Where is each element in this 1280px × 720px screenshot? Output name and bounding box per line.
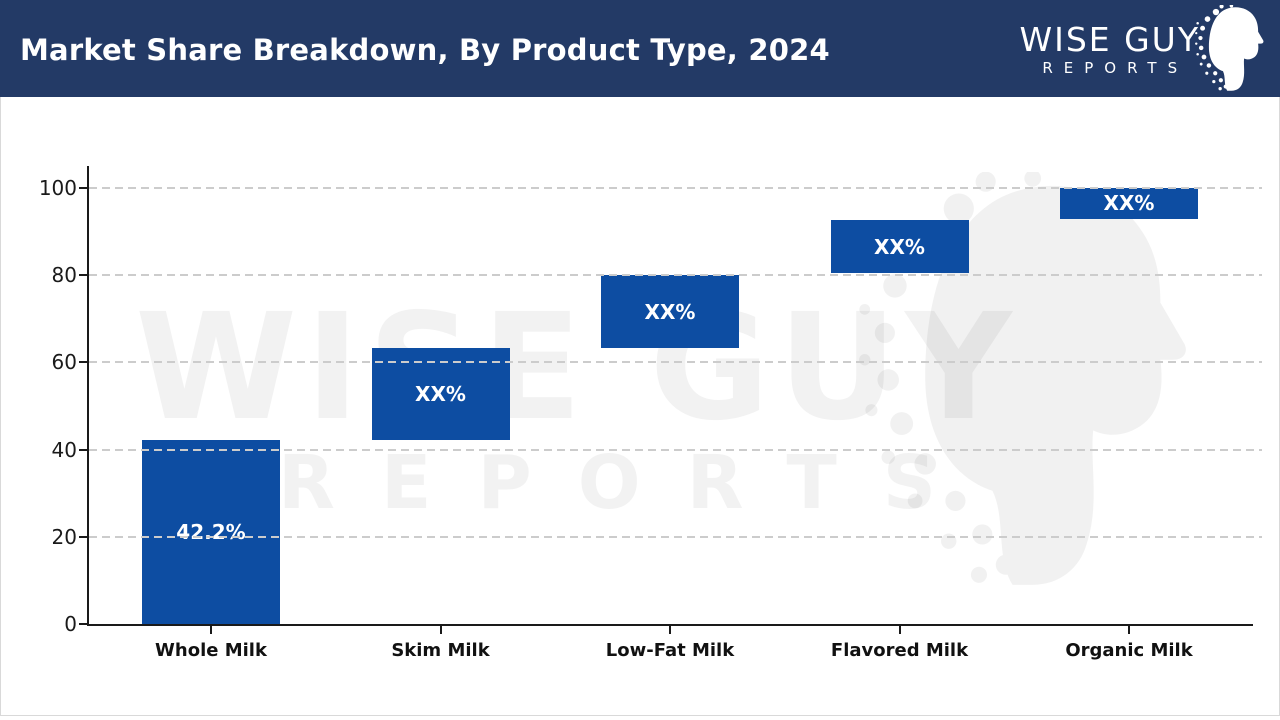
page-title: Market Share Breakdown, By Product Type,… (20, 33, 830, 67)
x-axis-spine (87, 624, 1253, 626)
bar-organic-milk: XX% (1060, 188, 1198, 219)
y-tick-mark (79, 623, 87, 625)
y-tick-mark (79, 361, 87, 364)
x-category-label: Skim Milk (391, 640, 490, 661)
gridline (89, 448, 1262, 451)
bar-whole-milk: 42.2% (142, 440, 280, 624)
x-tick-mark (210, 626, 212, 634)
bar-value-label: XX% (644, 299, 696, 324)
y-tick-mark (79, 535, 87, 538)
y-tick-mark (79, 187, 87, 189)
dotted-face-icon (1195, 5, 1264, 91)
bar-low-fat-milk: XX% (601, 274, 739, 349)
bar-skim-milk: XX% (371, 348, 510, 440)
x-tick-mark (669, 626, 671, 634)
x-tick-mark (1128, 626, 1130, 634)
x-tick-mark (898, 626, 901, 634)
bar-value-label: XX% (1103, 191, 1155, 216)
gridline (89, 187, 1262, 189)
y-tick-label: 60 (51, 350, 77, 375)
gridline (89, 535, 1262, 538)
y-tick-label: 40 (51, 437, 77, 462)
y-axis-spine (87, 166, 89, 626)
x-category-label: Low-Fat Milk (605, 640, 735, 661)
x-tick-mark (439, 626, 442, 634)
x-category-label: Whole Milk (155, 640, 267, 661)
brand-logo: WISE GUY REPORTS (1019, 4, 1266, 96)
y-tick-label: 20 (51, 524, 77, 549)
y-tick-mark (79, 274, 87, 277)
brand-name: WISE GUY (1019, 19, 1200, 59)
y-tick-label: 80 (51, 263, 77, 288)
x-category-label: Organic Milk (1065, 640, 1193, 661)
bar-value-label: 42.2% (176, 519, 246, 544)
header-band: Market Share Breakdown, By Product Type,… (0, 0, 1280, 97)
bar-value-label: XX% (874, 234, 925, 259)
bar-flavored-milk: XX% (830, 220, 969, 274)
y-tick-label: 0 (64, 612, 77, 636)
y-tick-label: 100 (38, 176, 77, 200)
brand-logo-text: WISE GUY REPORTS (1019, 19, 1200, 78)
gridline (89, 274, 1262, 277)
gridline (89, 361, 1262, 364)
bar-value-label: XX% (415, 382, 466, 407)
y-tick-mark (79, 448, 87, 451)
brand-subname: REPORTS (1042, 59, 1189, 78)
x-category-label: Flavored Milk (830, 640, 969, 661)
